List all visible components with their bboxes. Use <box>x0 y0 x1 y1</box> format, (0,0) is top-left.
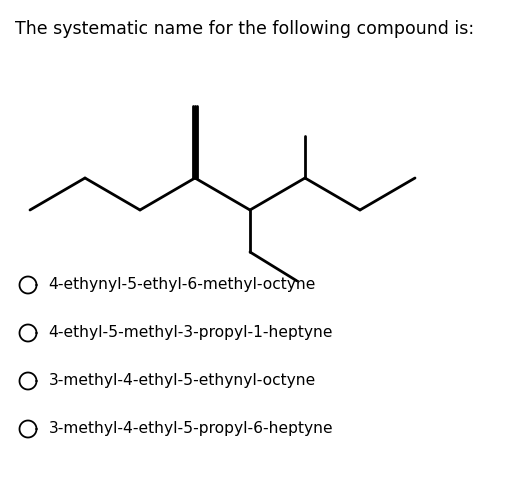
Text: 3-methyl-4-ethyl-5-ethynyl-octyne: 3-methyl-4-ethyl-5-ethynyl-octyne <box>49 374 316 389</box>
Text: 4-ethyl-5-methyl-3-propyl-1-heptyne: 4-ethyl-5-methyl-3-propyl-1-heptyne <box>49 326 333 341</box>
Text: 4-ethynyl-5-ethyl-6-methyl-octyne: 4-ethynyl-5-ethyl-6-methyl-octyne <box>49 278 316 293</box>
Text: 3-methyl-4-ethyl-5-propyl-6-heptyne: 3-methyl-4-ethyl-5-propyl-6-heptyne <box>49 422 333 437</box>
Text: The systematic name for the following compound is:: The systematic name for the following co… <box>15 20 474 38</box>
